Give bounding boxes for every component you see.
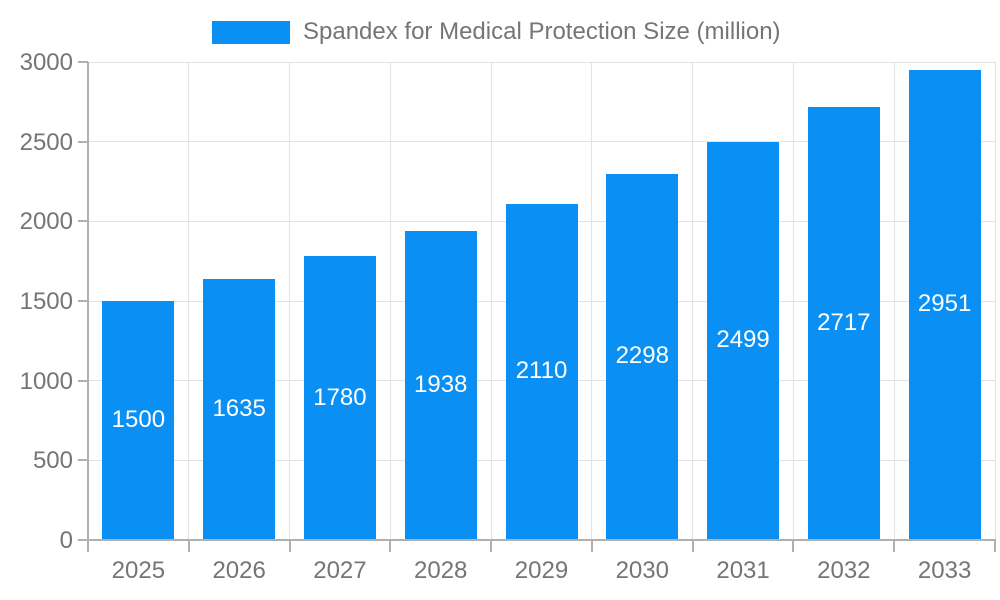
x-gridline bbox=[188, 62, 190, 540]
bar: 1938 bbox=[404, 231, 477, 539]
y-gridline bbox=[88, 141, 995, 143]
x-gridline bbox=[490, 62, 492, 540]
y-axis-line bbox=[87, 62, 89, 540]
y-axis-label: 500 bbox=[32, 447, 73, 475]
bar: 2951 bbox=[908, 69, 981, 539]
legend: Spandex for Medical Protection Size (mil… bbox=[212, 18, 781, 46]
x-axis-label: 2026 bbox=[212, 557, 266, 584]
x-gridline bbox=[893, 62, 895, 540]
bar-value-label: 2110 bbox=[515, 357, 568, 385]
y-axis-label: 1500 bbox=[19, 288, 73, 315]
x-tick bbox=[994, 540, 996, 552]
bar: 1635 bbox=[203, 279, 276, 539]
x-tick bbox=[691, 540, 694, 552]
bar: 1780 bbox=[303, 256, 376, 539]
bar-value-label: 2499 bbox=[716, 326, 770, 354]
x-gridline bbox=[289, 62, 291, 540]
x-tick bbox=[792, 540, 795, 552]
y-axis-label: 3000 bbox=[19, 49, 73, 76]
x-axis-label: 2030 bbox=[615, 557, 669, 584]
x-axis-label: 2033 bbox=[917, 557, 972, 584]
bar: 2298 bbox=[606, 173, 679, 539]
x-axis-label: 2032 bbox=[817, 557, 871, 584]
y-tick bbox=[78, 61, 88, 63]
x-axis-line bbox=[87, 539, 996, 541]
y-axis-label: 2500 bbox=[19, 128, 73, 156]
x-axis-label: 2029 bbox=[514, 557, 569, 584]
y-axis-label: 1000 bbox=[19, 367, 73, 395]
bar-value-label: 1780 bbox=[313, 383, 367, 411]
x-gridline bbox=[994, 62, 996, 540]
bar-value-label: 1500 bbox=[111, 406, 166, 433]
y-tick bbox=[78, 379, 88, 382]
y-tick bbox=[78, 539, 88, 541]
y-axis-label: 0 bbox=[59, 527, 73, 554]
y-tick bbox=[78, 220, 88, 223]
x-axis-label: 2025 bbox=[111, 557, 166, 584]
y-axis-label: 2000 bbox=[19, 208, 73, 236]
x-tick bbox=[187, 540, 190, 552]
x-tick bbox=[490, 540, 493, 552]
x-tick bbox=[389, 540, 392, 552]
bar-value-label: 2951 bbox=[917, 290, 972, 318]
y-tick bbox=[78, 300, 88, 302]
x-gridline bbox=[389, 62, 391, 540]
bar-value-label: 2717 bbox=[817, 309, 871, 337]
x-axis-label: 2028 bbox=[414, 557, 468, 584]
bar: 2499 bbox=[707, 141, 780, 539]
x-tick bbox=[590, 540, 593, 552]
y-gridline bbox=[88, 61, 995, 63]
x-tick bbox=[893, 540, 896, 552]
bar: 2717 bbox=[807, 107, 880, 539]
bar: 2110 bbox=[505, 203, 578, 539]
x-gridline bbox=[792, 62, 794, 540]
bar-value-label: 1635 bbox=[212, 395, 266, 423]
x-tick bbox=[87, 540, 89, 552]
x-gridline bbox=[692, 62, 694, 540]
legend-label: Spandex for Medical Protection Size (mil… bbox=[303, 18, 781, 45]
x-axis-label: 2027 bbox=[313, 557, 367, 584]
y-tick bbox=[78, 459, 88, 462]
x-gridline bbox=[591, 62, 593, 540]
y-tick bbox=[78, 140, 88, 143]
bar: 1500 bbox=[102, 301, 175, 539]
x-tick bbox=[288, 540, 291, 552]
x-axis-label: 2031 bbox=[716, 557, 770, 584]
legend-swatch bbox=[212, 20, 290, 44]
bar-value-label: 1938 bbox=[414, 371, 468, 399]
bar-value-label: 2298 bbox=[615, 342, 669, 370]
